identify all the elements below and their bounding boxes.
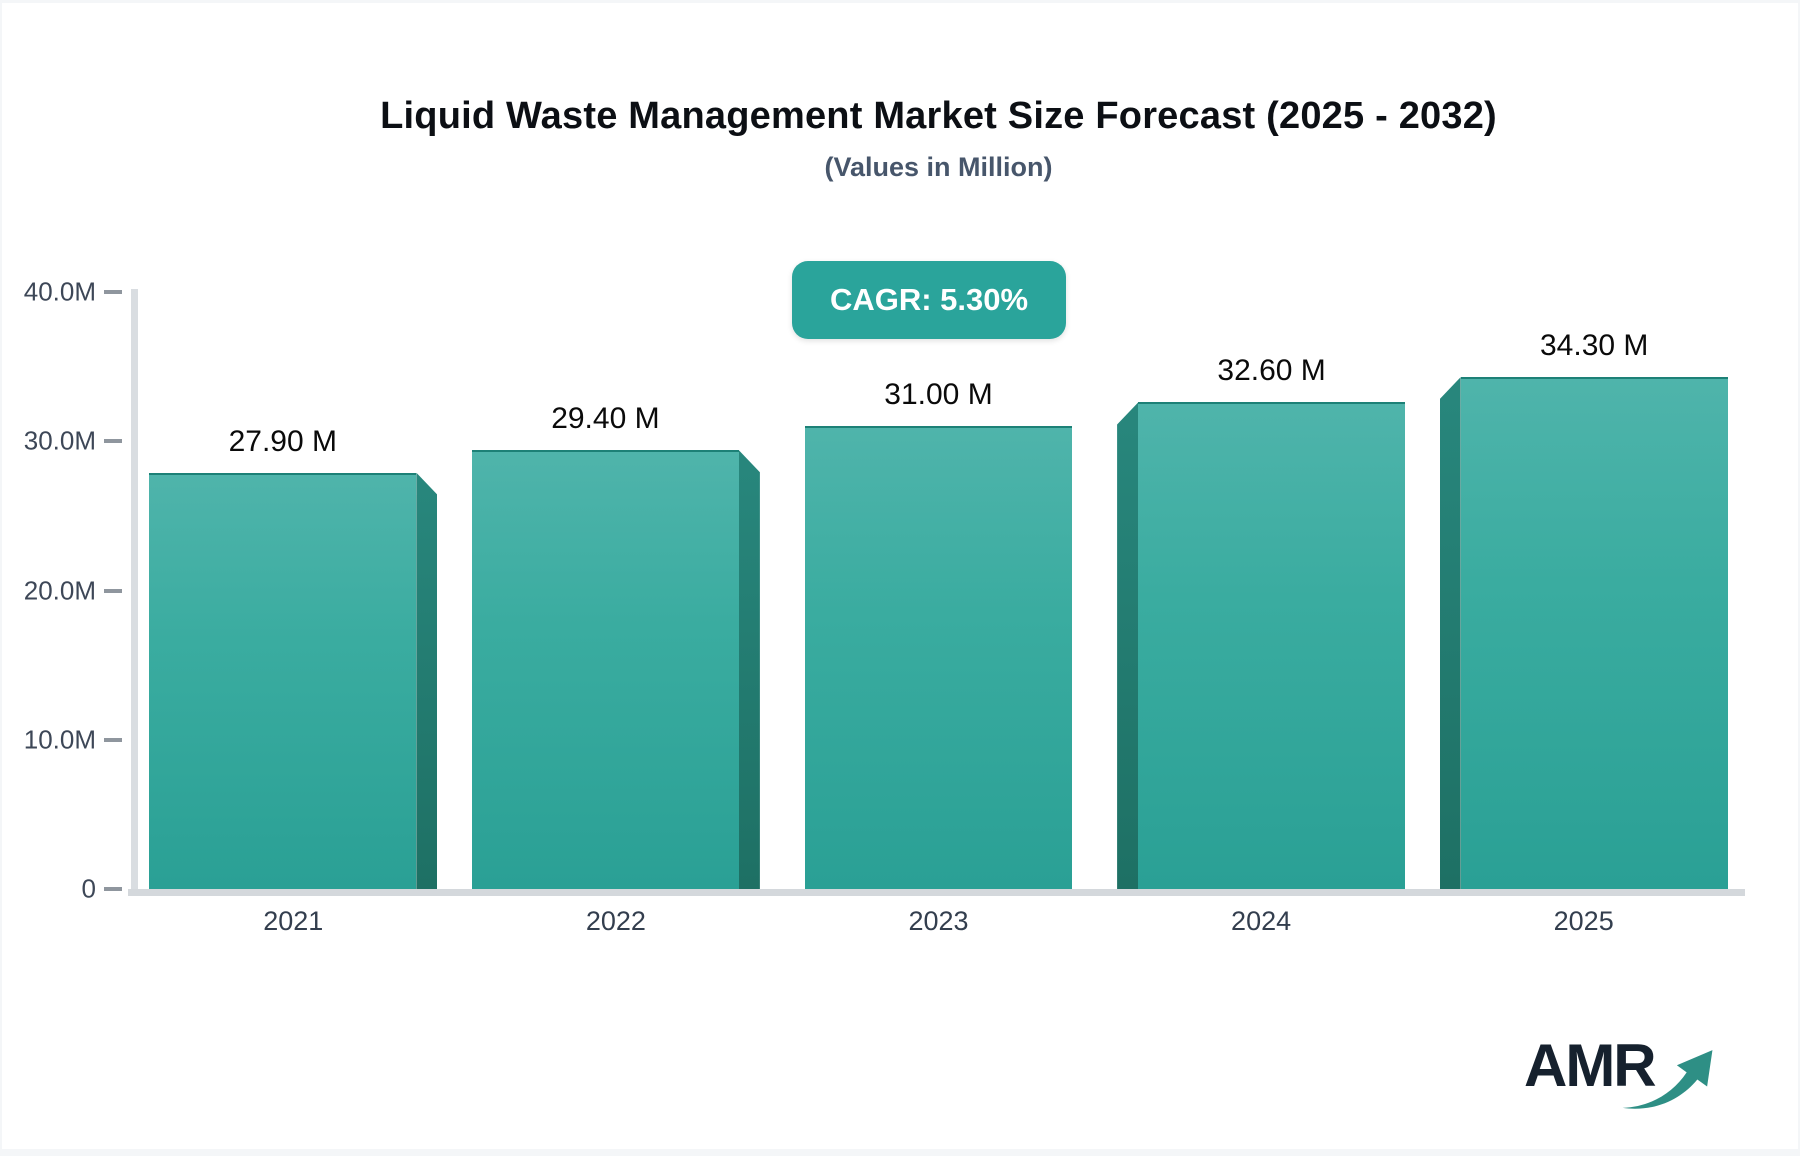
bar-front-2024 [1138, 402, 1406, 889]
growth-arrow-icon [1622, 1050, 1713, 1109]
bar-front-2025 [1460, 377, 1728, 889]
cagr-badge: CAGR: 5.30% [792, 261, 1066, 339]
y-tick-mark [104, 290, 122, 294]
x-axis-label: 2021 [263, 906, 324, 936]
bar-side-2021 [416, 472, 438, 889]
bar-front-2023 [805, 426, 1072, 889]
y-tick-mark [104, 439, 122, 444]
chart-title: Liquid Waste Management Market Size Fore… [380, 95, 1497, 137]
chart-subtitle: (Values in Million) [824, 152, 1053, 182]
bar-value-label: 34.30 M [1539, 329, 1649, 363]
bar-value-label: 29.40 M [551, 402, 660, 436]
y-tick-label: 0 [81, 873, 96, 904]
y-tick-label: 30.0M [23, 425, 96, 456]
x-axis-label: 2023 [908, 906, 969, 936]
bar-side-2022 [738, 450, 760, 889]
y-tick-mark [104, 737, 122, 742]
bar-side-2024 [1117, 402, 1139, 889]
amr-logo-text: AMR [1524, 1032, 1657, 1099]
bar-value-label: 32.60 M [1217, 354, 1326, 388]
y-tick-label: 10.0M [23, 724, 96, 755]
y-tick-label: 20.0M [23, 575, 96, 605]
bar-value-label: 27.90 M [228, 424, 337, 458]
bar-front-2022 [471, 450, 739, 889]
y-axis-line [131, 289, 138, 896]
bar-front-2021 [149, 472, 417, 889]
x-axis-label: 2024 [1231, 906, 1292, 936]
x-axis-label: 2022 [585, 906, 646, 936]
bar-value-label: 31.00 M [884, 378, 993, 412]
amr-logo: AMR [1524, 1027, 1724, 1117]
x-axis-label: 2025 [1553, 906, 1614, 936]
chart-header: Liquid Waste Management Market Size Fore… [132, 95, 1745, 183]
bar-side-2025 [1439, 377, 1461, 889]
y-tick-mark [104, 588, 122, 593]
chart-card: Liquid Waste Management Market Size Fore… [2, 3, 1798, 1149]
x-axis-line [128, 889, 1745, 896]
y-tick-mark [104, 887, 122, 891]
y-tick-label: 40.0M [23, 276, 96, 307]
